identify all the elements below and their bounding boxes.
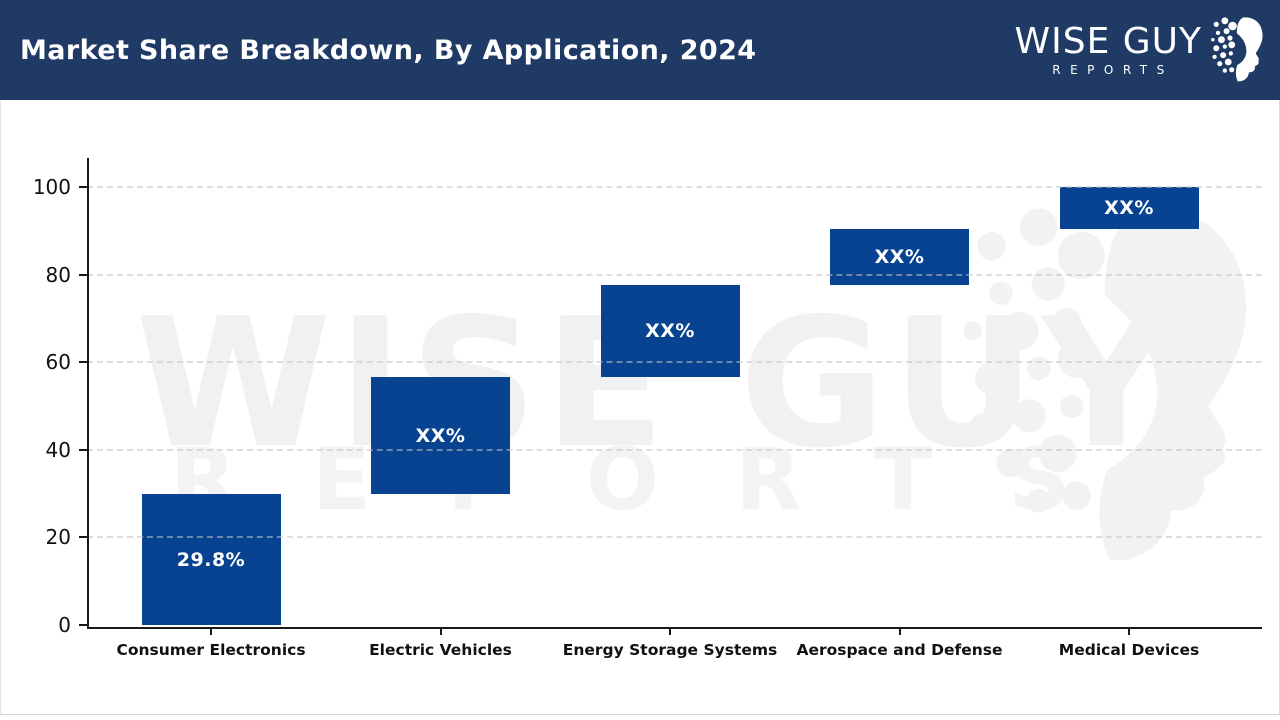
bar-2: XX% bbox=[371, 377, 510, 495]
x-category-label: Consumer Electronics bbox=[116, 641, 306, 659]
y-tick-mark bbox=[79, 273, 87, 276]
y-tick-label: 60 bbox=[45, 350, 71, 375]
page-title: Market Share Breakdown, By Application, … bbox=[20, 34, 757, 66]
x-category-label: Aerospace and Defense bbox=[796, 641, 1003, 659]
header: Market Share Breakdown, By Application, … bbox=[0, 0, 1280, 100]
y-tick-mark bbox=[79, 536, 87, 539]
y-tick-mark bbox=[79, 448, 87, 451]
gridline-40 bbox=[87, 448, 1262, 451]
bar-4: XX% bbox=[830, 229, 969, 285]
bar-3: XX% bbox=[600, 284, 740, 378]
bar-value-label: 29.8% bbox=[176, 548, 246, 571]
y-axis-line bbox=[87, 158, 89, 629]
gridline-60 bbox=[87, 361, 1262, 364]
x-tick-mark bbox=[1128, 629, 1130, 635]
x-axis-line bbox=[87, 627, 1262, 629]
bar-1: 29.8% bbox=[141, 494, 281, 625]
wiseguy-face-icon bbox=[1211, 17, 1263, 82]
x-tick-mark bbox=[669, 629, 671, 635]
y-tick-label: 40 bbox=[45, 437, 71, 462]
y-tick-label: 20 bbox=[45, 525, 71, 550]
x-tick-mark bbox=[210, 629, 212, 635]
bar-5: XX% bbox=[1059, 187, 1199, 230]
bottom-border bbox=[0, 714, 1280, 715]
logo-wordmark: WISE GUY bbox=[1014, 21, 1202, 62]
chart-area: WISE GUY REPORTS 29.8% Consumer Electroni… bbox=[0, 100, 1280, 720]
x-tick-mark bbox=[898, 629, 901, 635]
bar-value-label: XX% bbox=[1104, 197, 1154, 220]
y-tick-label: 100 bbox=[32, 175, 71, 199]
x-category-label: Energy Storage Systems bbox=[562, 641, 778, 659]
x-category-label: Electric Vehicles bbox=[369, 641, 512, 659]
y-tick-mark bbox=[79, 361, 87, 364]
y-tick-mark bbox=[79, 624, 87, 626]
x-tick-mark bbox=[439, 629, 442, 635]
logo-subtext: REPORTS bbox=[1052, 63, 1174, 77]
y-tick-label: 80 bbox=[45, 262, 71, 287]
gridline-20 bbox=[87, 536, 1262, 539]
left-border bbox=[0, 100, 1, 715]
gridline-80 bbox=[87, 273, 1262, 276]
y-tick-mark bbox=[79, 186, 87, 188]
waterfall-chart: 29.8% Consumer Electronics XX% Electric Veh… bbox=[0, 100, 1280, 720]
bar-value-label: XX% bbox=[645, 319, 695, 342]
gridline-100 bbox=[87, 186, 1262, 188]
wiseguy-logo: WISE GUY REPORTS bbox=[1015, 15, 1267, 85]
y-tick-label: 0 bbox=[58, 613, 71, 637]
logo-text: WISE GUY REPORTS bbox=[1014, 21, 1203, 78]
x-category-label: Medical Devices bbox=[1058, 641, 1200, 659]
bar-value-label: XX% bbox=[415, 424, 466, 447]
bar-value-label: XX% bbox=[874, 246, 925, 269]
